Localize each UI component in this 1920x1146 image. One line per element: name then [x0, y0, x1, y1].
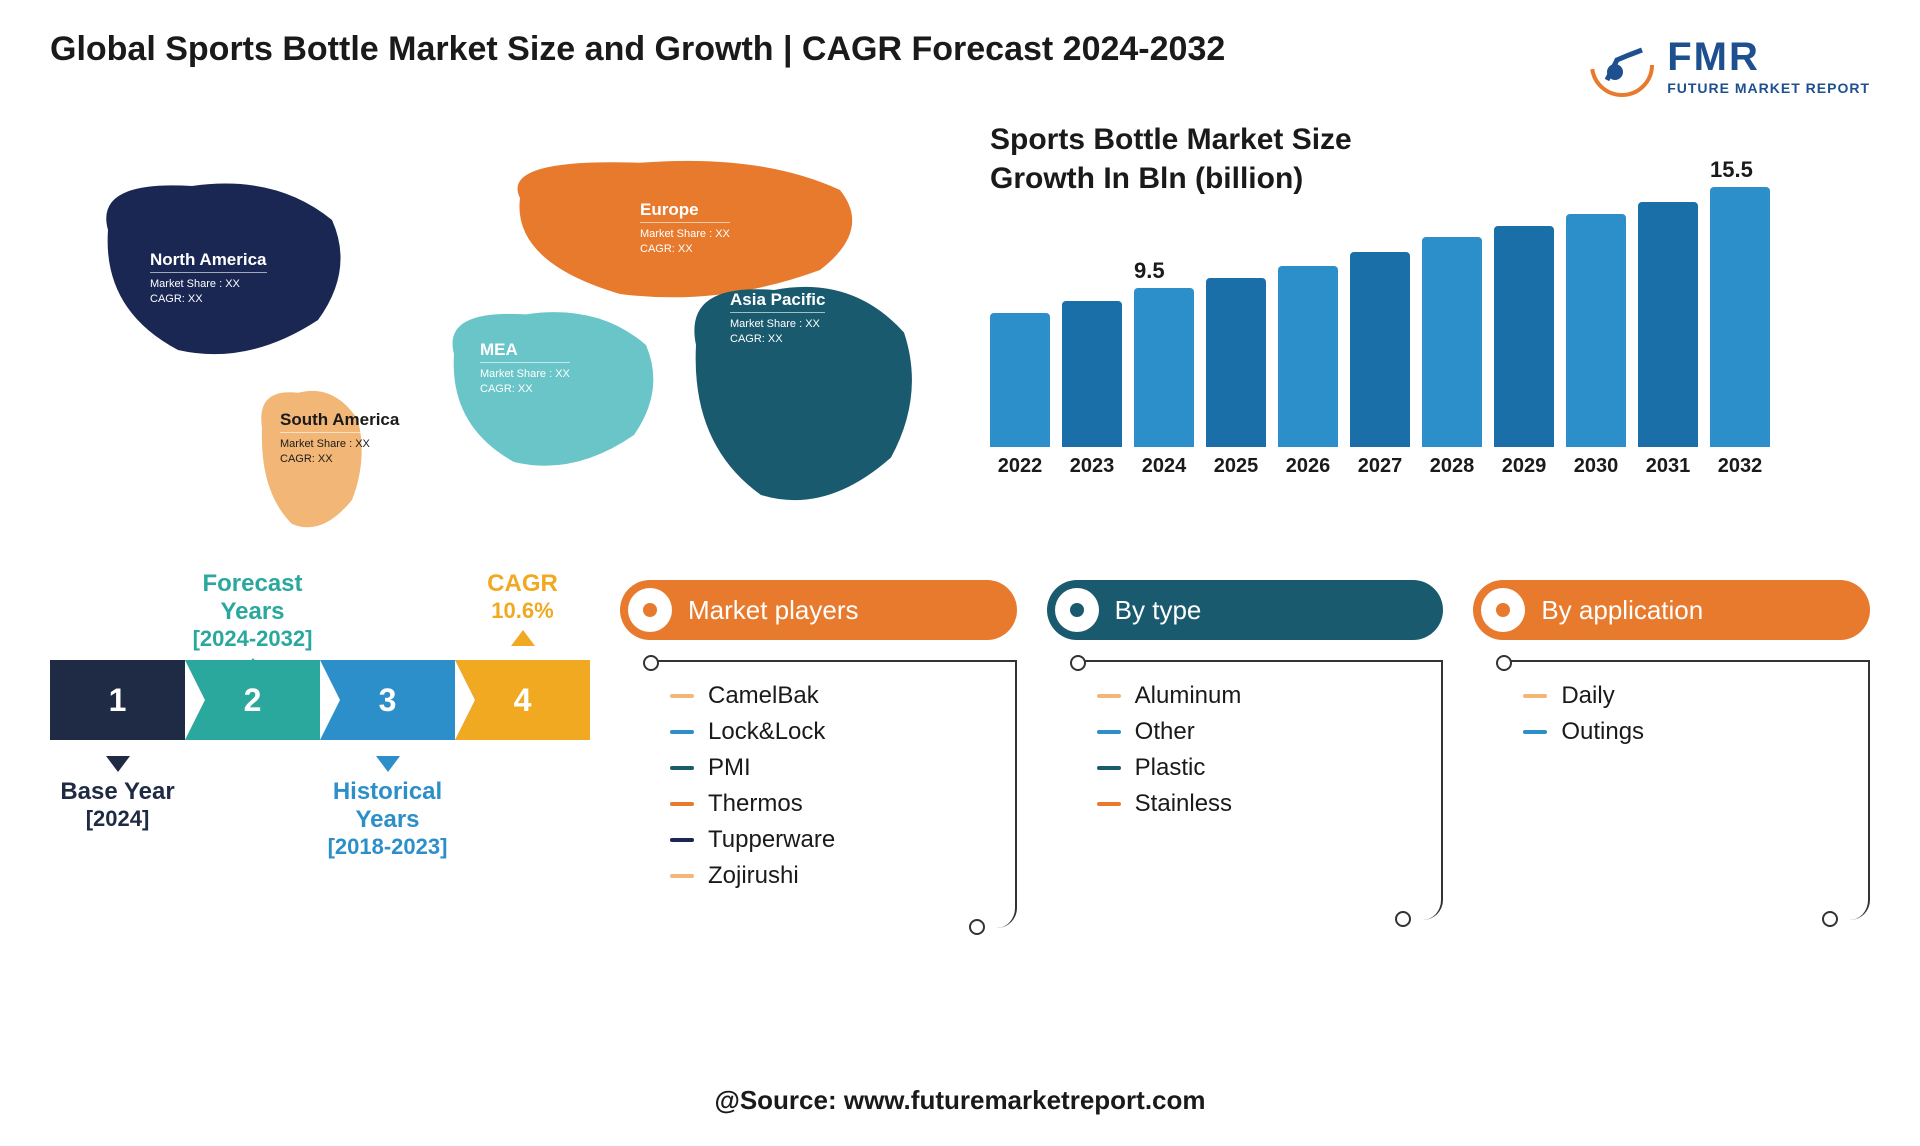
region-label: MEAMarket Share : XXCAGR: XX: [480, 340, 570, 398]
info-column: By application Daily Outings: [1473, 580, 1870, 928]
column-header-pill: Market players: [620, 580, 1017, 640]
region-label: EuropeMarket Share : XXCAGR: XX: [640, 200, 730, 258]
timeline-seg-2: 2: [185, 660, 320, 740]
tick-icon: [670, 766, 694, 770]
list-item: Tupperware: [670, 826, 995, 854]
item-text: PMI: [708, 754, 751, 782]
logo-sub-text: FUTURE MARKET REPORT: [1667, 80, 1870, 96]
bar-2032: 15.52032: [1710, 187, 1770, 478]
bar-year-label: 2023: [1070, 455, 1115, 478]
info-column: Market players CamelBak Lock&Lock PMI Thermo…: [620, 580, 1017, 928]
column-title: By application: [1541, 595, 1703, 626]
column-title: Market players: [688, 595, 859, 626]
bar-2023: 2023: [1062, 301, 1122, 478]
bar-value-label: 9.5: [1134, 258, 1165, 284]
logo: FMR FUTURE MARKET REPORT: [1587, 30, 1870, 100]
list-item: PMI: [670, 754, 995, 782]
info-list: Daily Outings: [1503, 660, 1870, 920]
bar-2031: 2031: [1638, 202, 1698, 478]
bar-year-label: 2028: [1430, 455, 1475, 478]
tick-icon: [1097, 766, 1121, 770]
bar-2024: 9.52024: [1134, 288, 1194, 478]
bar-year-label: 2032: [1718, 455, 1763, 478]
timeline-seg-4: 4: [455, 660, 590, 740]
list-item: Other: [1097, 718, 1422, 746]
info-list: CamelBak Lock&Lock PMI Thermos Tupperware Zoj…: [650, 660, 1017, 928]
item-text: Other: [1135, 718, 1195, 746]
world-map: North AmericaMarket Share : XXCAGR: XX S…: [50, 120, 950, 540]
tick-icon: [670, 874, 694, 878]
timeline-label-bottom: Base Year[2024]: [50, 750, 185, 832]
source-text: @Source: www.futuremarketreport.com: [714, 1085, 1205, 1116]
bar-2025: 2025: [1206, 278, 1266, 478]
item-text: Lock&Lock: [708, 718, 825, 746]
bar-year-label: 2030: [1574, 455, 1619, 478]
bar-year-label: 2026: [1286, 455, 1331, 478]
timeline-label-bottom: Historical Years[2018-2023]: [320, 750, 455, 860]
item-text: Thermos: [708, 790, 803, 818]
bar-year-label: 2029: [1502, 455, 1547, 478]
page-title: Global Sports Bottle Market Size and Gro…: [50, 30, 1225, 69]
tick-icon: [670, 730, 694, 734]
region-label: North AmericaMarket Share : XXCAGR: XX: [150, 250, 267, 308]
bar-value-label: 15.5: [1710, 157, 1753, 183]
bar-2030: 2030: [1566, 214, 1626, 478]
list-item: Stainless: [1097, 790, 1422, 818]
bar-chart-section: Sports Bottle Market Size Growth In Bln …: [990, 120, 1870, 540]
bar-2026: 2026: [1278, 266, 1338, 478]
timeline-seg-1: 1: [50, 660, 185, 740]
region-label: Asia PacificMarket Share : XXCAGR: XX: [730, 290, 825, 348]
tick-icon: [670, 802, 694, 806]
bar-year-label: 2031: [1646, 455, 1691, 478]
list-item: Aluminum: [1097, 682, 1422, 710]
item-text: Zojirushi: [708, 862, 799, 890]
item-text: CamelBak: [708, 682, 819, 710]
column-title: By type: [1115, 595, 1202, 626]
timeline: Base Year[2024]Forecast Years[2024-2032]…: [50, 580, 590, 740]
list-item: Lock&Lock: [670, 718, 995, 746]
bar-2028: 2028: [1422, 237, 1482, 478]
tick-icon: [1097, 694, 1121, 698]
bar-year-label: 2027: [1358, 455, 1403, 478]
tick-icon: [1097, 802, 1121, 806]
item-text: Outings: [1561, 718, 1644, 746]
timeline-label-top: CAGR10.6%: [455, 570, 590, 652]
item-text: Aluminum: [1135, 682, 1242, 710]
item-text: Tupperware: [708, 826, 835, 854]
list-item: Zojirushi: [670, 862, 995, 890]
column-header-pill: By application: [1473, 580, 1870, 640]
info-list: Aluminum Other Plastic Stainless: [1077, 660, 1444, 920]
item-text: Stainless: [1135, 790, 1232, 818]
logo-icon: [1587, 30, 1657, 100]
tick-icon: [670, 694, 694, 698]
logo-main-text: FMR: [1667, 35, 1870, 80]
bar-2029: 2029: [1494, 226, 1554, 478]
region-label: South AmericaMarket Share : XXCAGR: XX: [280, 410, 399, 468]
info-column: By type Aluminum Other Plastic Stainless: [1047, 580, 1444, 928]
list-item: Outings: [1523, 718, 1848, 746]
item-text: Plastic: [1135, 754, 1206, 782]
tick-icon: [1523, 694, 1547, 698]
list-item: Thermos: [670, 790, 995, 818]
list-item: Plastic: [1097, 754, 1422, 782]
bar-year-label: 2025: [1214, 455, 1259, 478]
timeline-seg-3: 3: [320, 660, 455, 740]
tick-icon: [1523, 730, 1547, 734]
bar-2022: 2022: [990, 313, 1050, 478]
bar-year-label: 2022: [998, 455, 1043, 478]
list-item: CamelBak: [670, 682, 995, 710]
bar-2027: 2027: [1350, 252, 1410, 478]
bar-year-label: 2024: [1142, 455, 1187, 478]
column-header-pill: By type: [1047, 580, 1444, 640]
tick-icon: [670, 838, 694, 842]
item-text: Daily: [1561, 682, 1614, 710]
tick-icon: [1097, 730, 1121, 734]
list-item: Daily: [1523, 682, 1848, 710]
